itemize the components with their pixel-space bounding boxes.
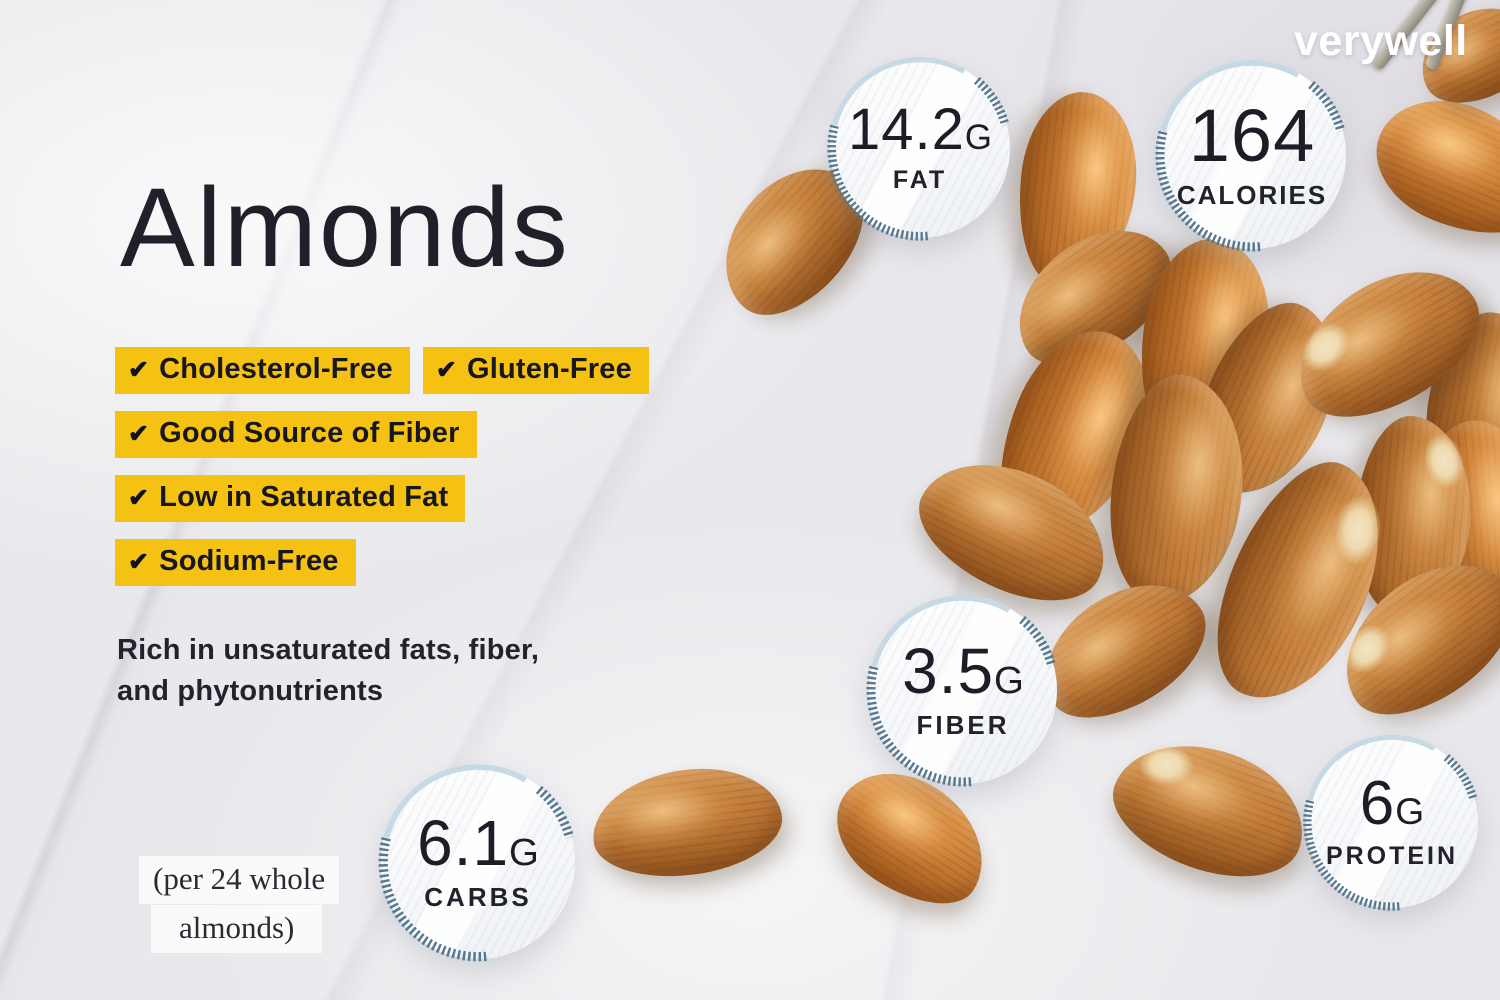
stat-circle-fiber: 3.5G FIBER	[866, 595, 1057, 787]
badge-gluten-free: ✔ Gluten-Free	[422, 347, 649, 394]
badge-label: Good Source of Fiber	[159, 417, 460, 449]
fiber-number: 3.5	[902, 635, 995, 707]
badge-good-source-of-fiber: ✔ Good Source of Fiber	[115, 411, 477, 458]
badge-row: ✔ Cholesterol-Free ✔ Gluten-Free	[115, 347, 649, 394]
serving-note-line: almonds)	[151, 905, 323, 953]
protein-unit: G	[1395, 790, 1425, 832]
fiber-value: 3.5G	[902, 639, 1024, 703]
protein-value: 6G	[1360, 773, 1424, 835]
fat-number: 14.2	[848, 97, 965, 162]
fat-unit: G	[964, 118, 992, 157]
calories-label: CALORIES	[1176, 180, 1328, 210]
check-icon: ✔	[128, 483, 150, 512]
fiber-unit: G	[994, 659, 1024, 702]
hatched-ring-icon	[827, 57, 1010, 241]
hatched-ring-icon	[1303, 734, 1478, 911]
badge-low-in-saturated-fat: ✔ Low in Saturated Fat	[115, 475, 466, 522]
hatched-ring-icon	[1155, 60, 1346, 252]
calories-value: 164	[1189, 99, 1315, 173]
check-icon: ✔	[435, 355, 457, 384]
badge-label: Gluten-Free	[466, 353, 632, 385]
carbs-label: CARBS	[424, 882, 532, 912]
badge-cholesterol-free: ✔ Cholesterol-Free	[115, 347, 410, 394]
stat-circle-fat: 14.2G FAT	[827, 57, 1010, 241]
check-icon: ✔	[128, 355, 150, 384]
stat-circle-calories: 164 CALORIES	[1155, 60, 1346, 252]
serving-note: (per 24 whole almonds)	[139, 856, 340, 953]
check-icon: ✔	[128, 419, 150, 448]
stat-circle-carbs: 6.1G CARBS	[378, 764, 575, 962]
hatched-ring-icon	[866, 595, 1057, 787]
hatched-ring-icon	[378, 764, 575, 962]
badge-sodium-free: ✔ Sodium-Free	[115, 539, 356, 586]
calories-number: 164	[1188, 94, 1316, 177]
check-icon: ✔	[128, 547, 150, 576]
carbs-unit: G	[509, 831, 539, 874]
page-title: Almonds	[120, 165, 570, 290]
verywell-logo: verywell	[1294, 17, 1468, 65]
stat-circle-protein: 6G PROTEIN	[1303, 734, 1478, 911]
serving-note-line: (per 24 whole	[139, 856, 340, 904]
benefit-badges: ✔ Cholesterol-Free ✔ Gluten-Free ✔ Good …	[115, 347, 649, 586]
fat-label: FAT	[892, 166, 948, 194]
protein-number: 6	[1359, 769, 1396, 838]
fiber-label: FIBER	[916, 710, 1010, 740]
badge-label: Sodium-Free	[159, 545, 339, 577]
description-line: Rich in unsaturated fats, fiber,	[117, 634, 540, 666]
badge-label: Cholesterol-Free	[159, 353, 393, 385]
badge-row: ✔ Good Source of Fiber	[115, 411, 477, 458]
description-text: Rich in unsaturated fats, fiber, and phy…	[117, 630, 539, 712]
badge-row: ✔ Low in Saturated Fat	[115, 475, 466, 522]
carbs-number: 6.1	[417, 807, 510, 879]
badge-label: Low in Saturated Fat	[159, 481, 449, 513]
carbs-value: 6.1G	[417, 811, 539, 875]
protein-label: PROTEIN	[1325, 842, 1459, 870]
description-line: and phytonutrients	[117, 675, 384, 707]
badge-row: ✔ Sodium-Free	[115, 539, 356, 586]
fat-value: 14.2G	[848, 101, 992, 159]
